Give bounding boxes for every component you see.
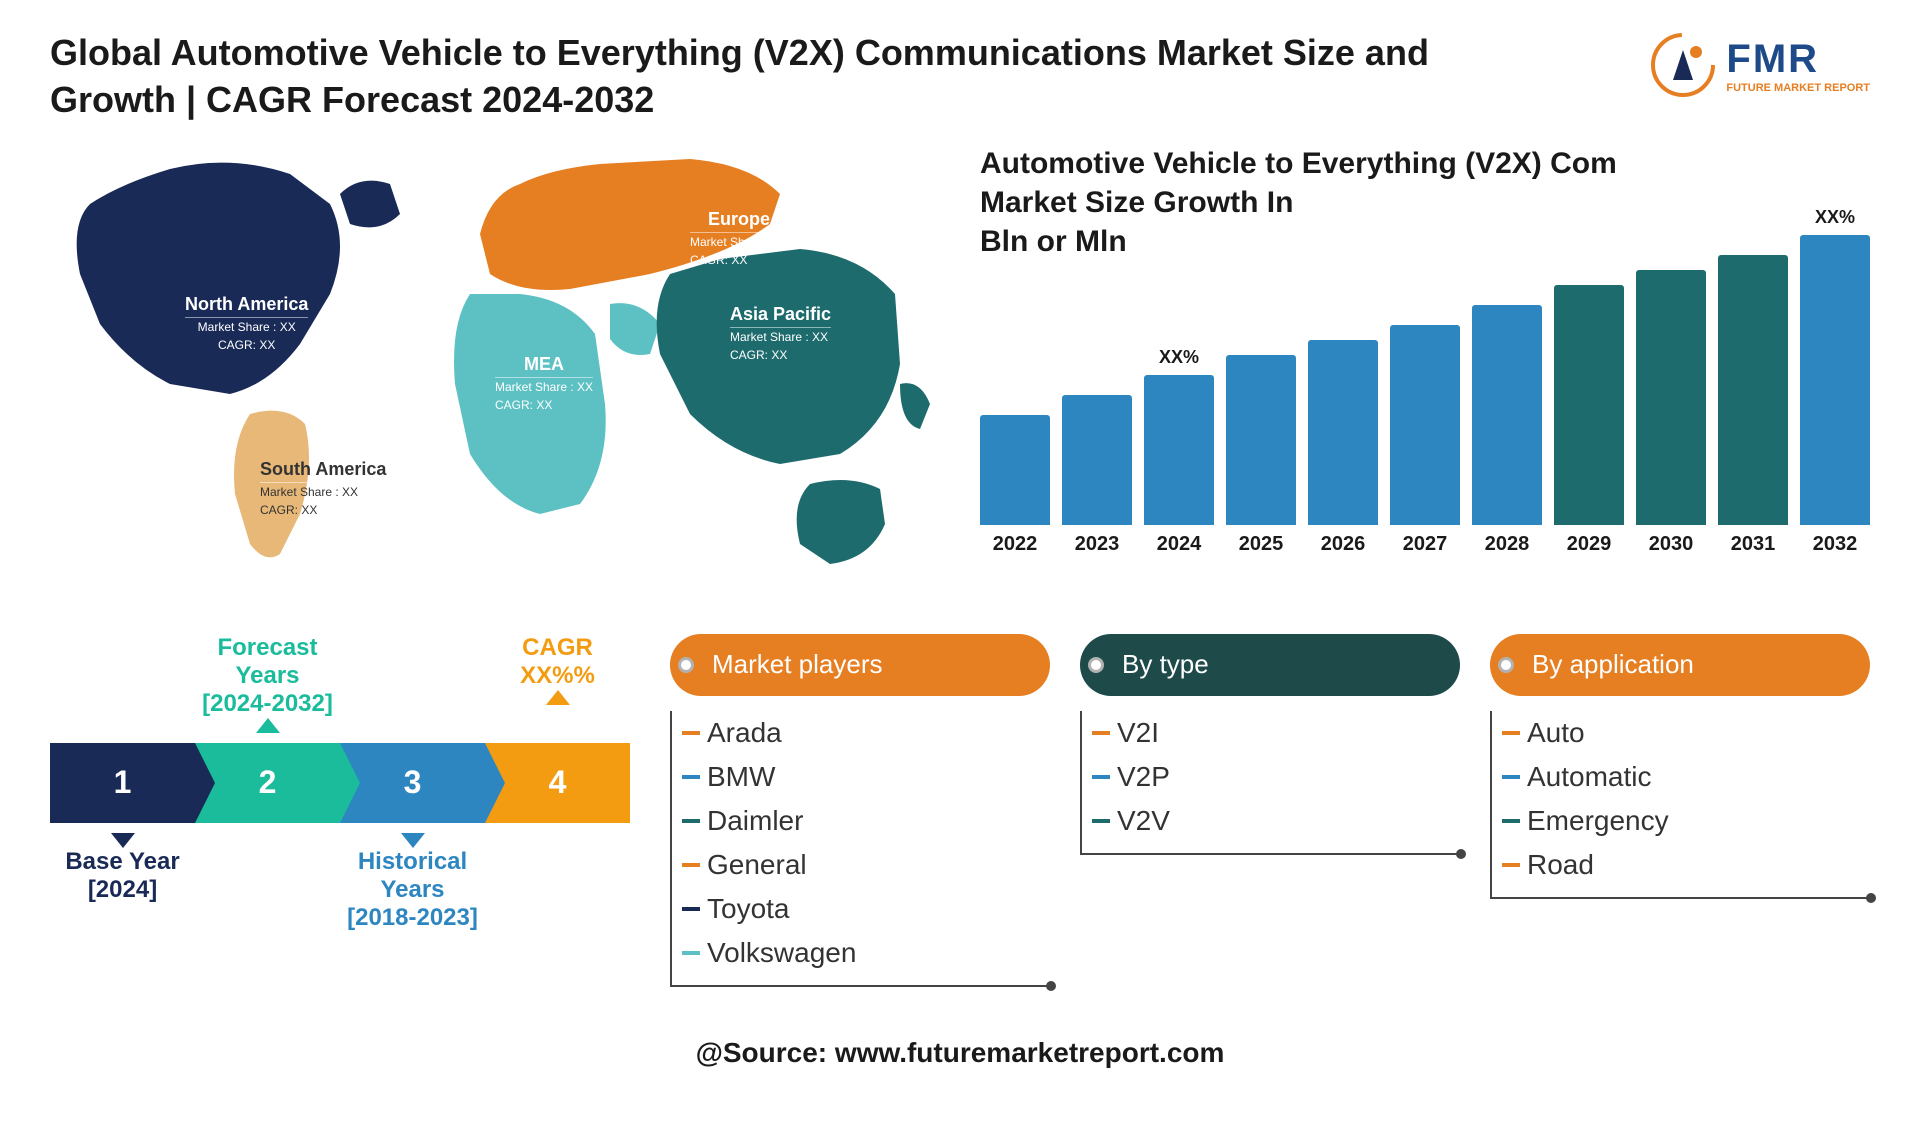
list-item: Arada xyxy=(692,711,1050,755)
chart-bar xyxy=(1308,340,1378,525)
bullet-icon xyxy=(1498,657,1514,673)
region-sa-name: South America xyxy=(260,459,386,480)
chart-bar: XX% xyxy=(1144,375,1214,525)
world-map: North America Market Share : XX CAGR: XX… xyxy=(50,144,950,574)
region-sa-share: Market Share : XX xyxy=(260,482,386,499)
list-item: V2V xyxy=(1102,799,1460,843)
timeline-label: Base Year[2024] xyxy=(50,848,195,904)
bar-year: 2024 xyxy=(1157,533,1202,556)
list-item: Auto xyxy=(1512,711,1870,755)
region-mea-cagr: CAGR: XX xyxy=(495,396,593,412)
map-asia-pacific xyxy=(657,249,930,564)
region-na-name: North America xyxy=(185,294,308,315)
region-eu-share: Market Share : XX xyxy=(690,232,788,249)
chart-bar xyxy=(1226,355,1296,525)
list-item: General xyxy=(692,843,1050,887)
bar-chart-section: Automotive Vehicle to Everything (V2X) C… xyxy=(980,144,1870,574)
list-item: Daimler xyxy=(692,799,1050,843)
chart-bar xyxy=(980,415,1050,525)
region-ap-name: Asia Pacific xyxy=(730,304,831,325)
timeline-segment: 3 xyxy=(340,743,485,823)
list-item: Road xyxy=(1512,843,1870,887)
region-mea-share: Market Share : XX xyxy=(495,377,593,394)
chart-title-1: Automotive Vehicle to Everything (V2X) C… xyxy=(980,147,1617,180)
logo: FMR FUTURE MARKET REPORT xyxy=(1648,30,1870,100)
page-title: Global Automotive Vehicle to Everything … xyxy=(50,30,1500,124)
bar-year: 2026 xyxy=(1321,533,1366,556)
timeline-label: CAGRXX%% xyxy=(485,634,630,690)
chart-bar xyxy=(1062,395,1132,525)
region-mea-name: MEA xyxy=(495,354,593,375)
region-eu-name: Europe xyxy=(690,209,788,230)
bar-year: 2030 xyxy=(1649,533,1694,556)
bar-label: XX% xyxy=(1815,207,1855,228)
list-item: BMW xyxy=(692,755,1050,799)
region-sa-cagr: CAGR: XX xyxy=(260,501,386,517)
bullet-icon xyxy=(1088,657,1104,673)
bar-year: 2031 xyxy=(1731,533,1776,556)
pill-title: Market players xyxy=(712,649,883,680)
chart-bar xyxy=(1472,305,1542,525)
chart-bar xyxy=(1718,255,1788,525)
logo-icon xyxy=(1648,30,1718,100)
list-item: V2I xyxy=(1102,711,1460,755)
timeline-segment: 4 xyxy=(485,743,630,823)
list-item: Emergency xyxy=(1512,799,1870,843)
bullet-icon xyxy=(678,657,694,673)
region-ap-share: Market Share : XX xyxy=(730,327,831,344)
pill-title: By application xyxy=(1532,649,1694,680)
bar-year: 2025 xyxy=(1239,533,1284,556)
chart-bar xyxy=(1636,270,1706,525)
pill-header: By application xyxy=(1490,634,1870,696)
timeline-label: Forecast Years[2024-2032] xyxy=(195,634,340,718)
timeline: Forecast Years[2024-2032] CAGRXX%% 1234 B… xyxy=(50,634,630,932)
logo-text-main: FMR xyxy=(1726,37,1870,82)
pill-header: By type xyxy=(1080,634,1460,696)
timeline-segment: 2 xyxy=(195,743,340,823)
timeline-label: Historical Years[2018-2023] xyxy=(340,848,485,932)
footer-source: @Source: www.futuremarketreport.com xyxy=(50,1037,1870,1069)
list-item: V2P xyxy=(1102,755,1460,799)
chart-bar xyxy=(1554,285,1624,525)
bar-year: 2022 xyxy=(993,533,1038,556)
region-na-share: Market Share : XX xyxy=(185,317,308,334)
bar-year: 2027 xyxy=(1403,533,1448,556)
chart-bar xyxy=(1390,325,1460,525)
pill-header: Market players xyxy=(670,634,1050,696)
region-eu-cagr: CAGR: XX xyxy=(690,251,788,267)
bar-year: 2032 xyxy=(1813,533,1858,556)
chart-title-3: Bln or Mln xyxy=(980,225,1127,258)
pill-title: By type xyxy=(1122,649,1209,680)
bar-year: 2028 xyxy=(1485,533,1530,556)
region-na-cagr: CAGR: XX xyxy=(185,336,308,352)
list-item: Toyota xyxy=(692,887,1050,931)
bar-label: XX% xyxy=(1159,347,1199,368)
region-ap-cagr: CAGR: XX xyxy=(730,346,831,362)
list-item: Volkswagen xyxy=(692,931,1050,975)
list-item: Automatic xyxy=(1512,755,1870,799)
timeline-segment: 1 xyxy=(50,743,195,823)
map-north-america xyxy=(77,162,400,393)
bar-year: 2029 xyxy=(1567,533,1612,556)
logo-text-sub: FUTURE MARKET REPORT xyxy=(1726,82,1870,94)
chart-bar: XX% xyxy=(1800,235,1870,525)
bar-year: 2023 xyxy=(1075,533,1120,556)
chart-title-2: Market Size Growth In xyxy=(980,186,1293,219)
